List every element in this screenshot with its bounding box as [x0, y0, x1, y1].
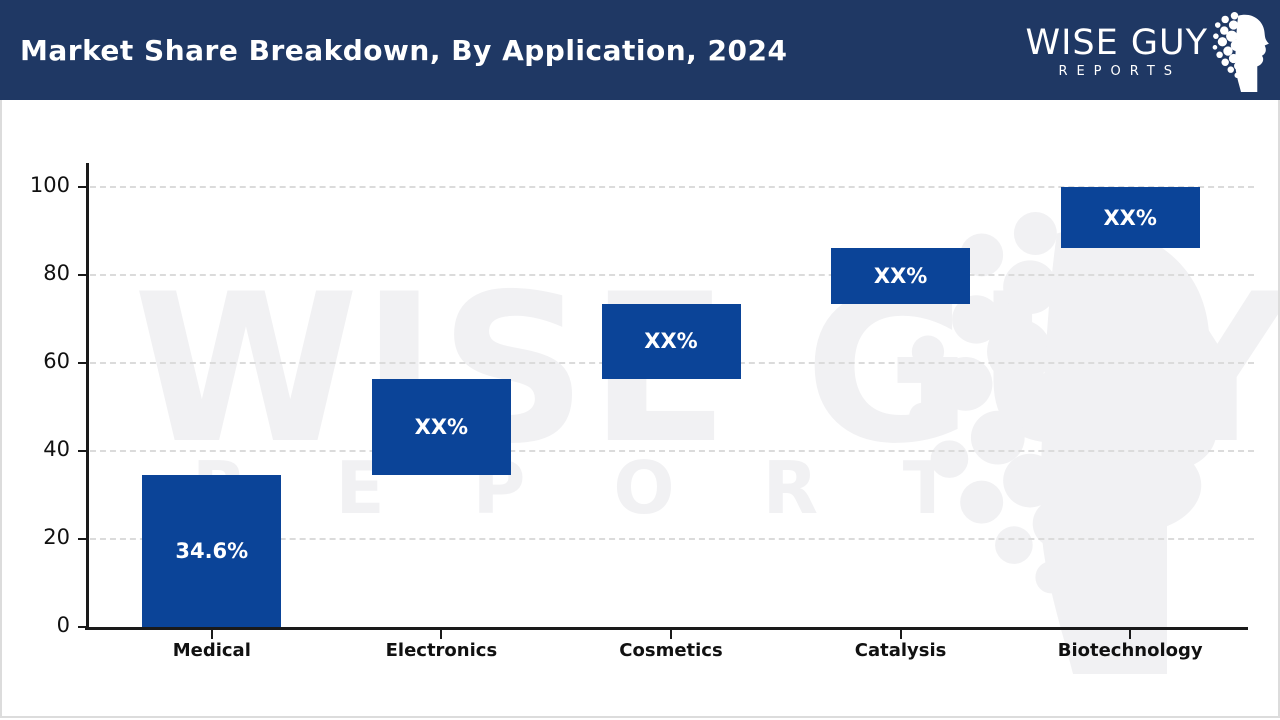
logo-subtext: REPORTS [1058, 63, 1182, 79]
bar: XX% [831, 248, 971, 304]
x-tick [440, 630, 443, 639]
wiseguy-face-icon [1212, 12, 1269, 92]
x-axis-line [85, 627, 1248, 630]
logo-text: WISE GUY REPORTS [1025, 25, 1208, 79]
wiseguy-logo: WISE GUY REPORTS [1025, 10, 1272, 94]
y-tick-label: 0 [56, 613, 70, 637]
y-tick-label: 40 [43, 437, 70, 461]
x-tick [210, 630, 213, 639]
y-tick-label: 60 [43, 349, 70, 373]
y-tick-label: 80 [43, 261, 70, 285]
x-tick [1129, 630, 1132, 639]
bar: XX% [371, 379, 511, 475]
bar: XX% [1060, 187, 1200, 249]
x-axis-label: Cosmetics [619, 640, 723, 661]
y-tick [78, 538, 87, 540]
logo-wordmark: WISE GUY [1025, 23, 1208, 64]
bar: 34.6% [142, 474, 282, 627]
x-tick [670, 630, 672, 639]
x-axis-label: Medical [172, 640, 251, 661]
bar-label: XX% [414, 415, 469, 439]
bar-label: 34.6% [175, 538, 249, 563]
bar-label: XX% [644, 329, 698, 354]
x-axis-label: Biotechnology [1057, 640, 1203, 661]
header: Market Share Breakdown, By Application, … [0, 0, 1280, 100]
gridline [90, 274, 1254, 276]
y-tick [78, 450, 87, 452]
x-axis-label: Catalysis [854, 640, 947, 661]
x-tick [899, 630, 902, 639]
bar-label: XX% [873, 263, 928, 288]
x-axis-label: Electronics [385, 640, 498, 661]
y-tick [78, 362, 87, 364]
gridline [90, 186, 1254, 188]
y-tick [78, 626, 87, 628]
y-tick-label: 20 [43, 525, 70, 549]
y-tick [78, 274, 87, 276]
page-title: Market Share Breakdown, By Application, … [20, 33, 788, 67]
gridline [90, 450, 1254, 452]
gridline [90, 538, 1254, 540]
bar: XX% [601, 303, 741, 380]
y-axis-line [86, 163, 89, 630]
bar-label: XX% [1103, 205, 1157, 230]
y-tick-label: 100 [29, 173, 70, 197]
y-tick [78, 186, 87, 188]
